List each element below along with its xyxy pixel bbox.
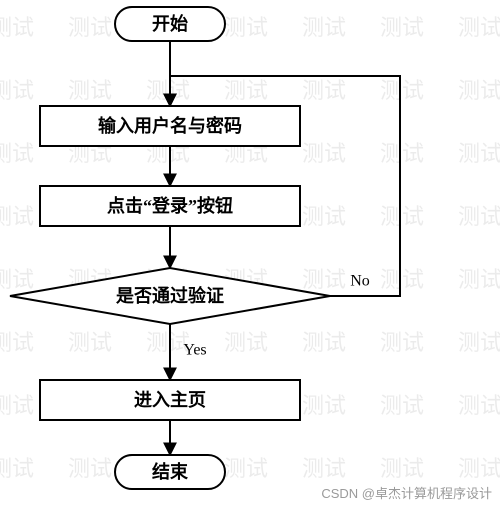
node-label-decide: 是否通过验证: [115, 285, 224, 306]
node-label-end: 结束: [152, 461, 189, 482]
node-label-home: 进入主页: [134, 389, 206, 410]
node-label-start: 开始: [152, 13, 188, 34]
node-label-input: 输入用户名与密码: [98, 115, 242, 136]
flowchart-svg: Yes No 开始输入用户名与密码点击“登录”按钮是否通过验证进入主页结束: [0, 0, 500, 506]
node-label-click: 点击“登录”按钮: [107, 195, 233, 216]
edge-label-no: No: [350, 273, 370, 290]
edge-label-yes: Yes: [183, 342, 206, 359]
node-home: 进入主页: [40, 380, 300, 420]
node-click: 点击“登录”按钮: [40, 186, 300, 226]
node-input: 输入用户名与密码: [40, 106, 300, 146]
credit-text: CSDN @卓杰计算机程序设计: [321, 483, 492, 502]
node-start: 开始: [115, 7, 225, 41]
node-decide: 是否通过验证: [10, 268, 330, 324]
node-end: 结束: [115, 455, 225, 489]
